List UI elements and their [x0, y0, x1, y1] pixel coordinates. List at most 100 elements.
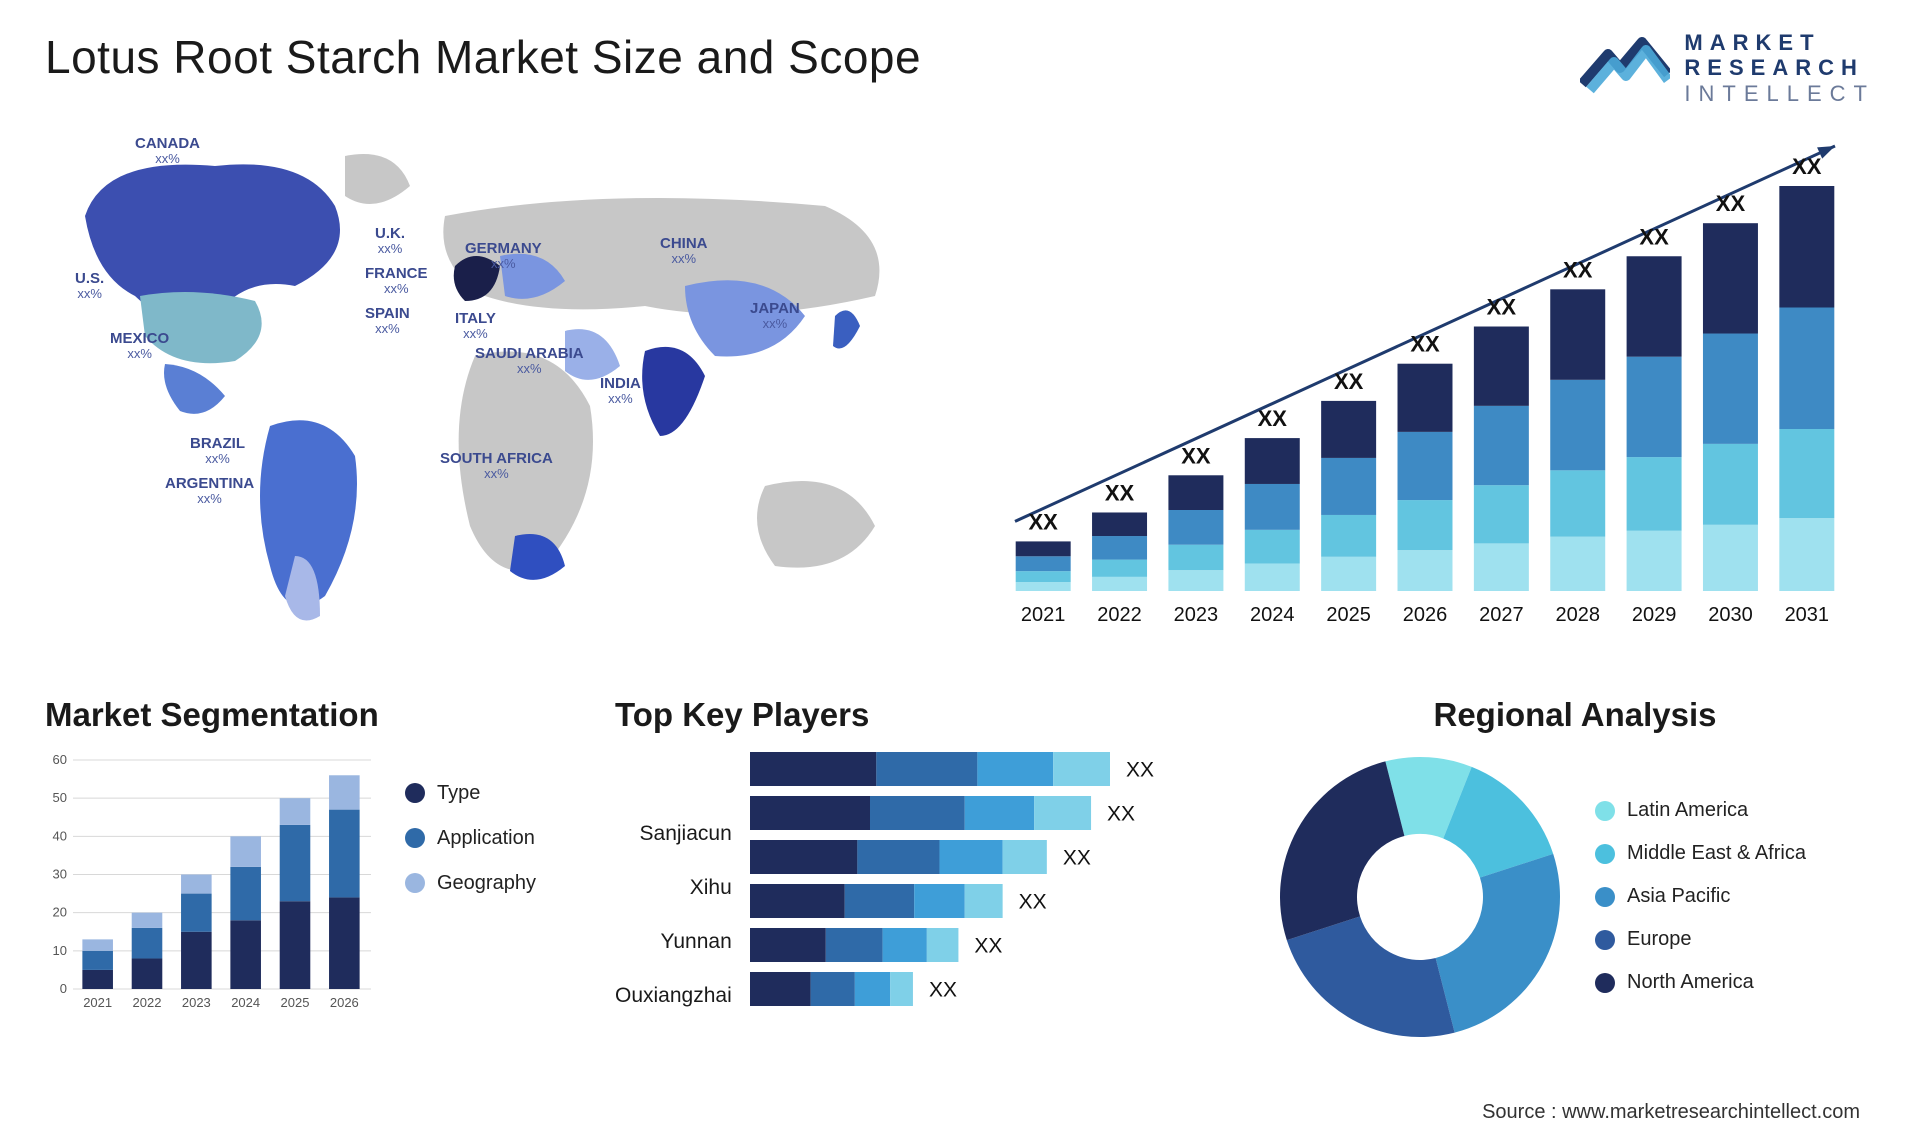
segmentation-legend: Type Application Geography	[405, 752, 536, 1017]
source-attribution: Source : www.marketresearchintellect.com	[1482, 1101, 1860, 1124]
segmentation-title: Market Segmentation	[45, 696, 565, 734]
map-label: SOUTH AFRICAxx%	[440, 451, 553, 482]
player-name: Xihu	[615, 866, 732, 910]
player-name: Sanjiacun	[615, 812, 732, 856]
svg-text:XX: XX	[974, 934, 1002, 957]
map-label: JAPANxx%	[750, 301, 800, 332]
player-name: Yunnan	[615, 920, 732, 964]
legend-item: Latin America	[1595, 799, 1806, 822]
svg-text:60: 60	[53, 752, 67, 767]
player-name: Ouxiangzhai	[615, 974, 732, 1018]
legend-label: Type	[437, 782, 480, 805]
svg-text:XX: XX	[1563, 257, 1593, 282]
regional-title: Regional Analysis	[1275, 696, 1875, 734]
map-label: ARGENTINAxx%	[165, 476, 254, 507]
logo-line3: INTELLECT	[1684, 81, 1875, 106]
legend-dot	[405, 783, 425, 803]
legend-item: Middle East & Africa	[1595, 842, 1806, 865]
legend-label: Europe	[1627, 928, 1692, 951]
growth-chart-panel: XX 2021 XX 2022 XX 2023 XX 2024 XX 2025 XX 2026 XX 20…	[985, 126, 1875, 646]
map-label: ITALYxx%	[455, 311, 496, 342]
svg-text:XX: XX	[1792, 154, 1822, 179]
legend-dot	[405, 828, 425, 848]
svg-text:XX: XX	[1018, 890, 1046, 913]
world-map-panel: CANADAxx% U.S.xx%MEXICOxx% BRAZILxx% ARGENT…	[45, 126, 945, 646]
legend-dot	[1595, 973, 1615, 993]
map-label: GERMANYxx%	[465, 241, 542, 272]
svg-text:2029: 2029	[1632, 604, 1677, 626]
svg-text:2027: 2027	[1479, 604, 1524, 626]
legend-label: North America	[1627, 971, 1754, 994]
players-panel: Top Key Players Sanjiacun Xihu Yunnan Ouxia…	[615, 696, 1225, 1042]
legend-label: Latin America	[1627, 799, 1748, 822]
legend-dot	[1595, 844, 1615, 864]
map-label: SAUDI ARABIAxx%	[475, 346, 584, 377]
legend-item: North America	[1595, 971, 1806, 994]
legend-dot	[405, 873, 425, 893]
page-title: Lotus Root Starch Market Size and Scope	[45, 30, 921, 84]
svg-text:2021: 2021	[1021, 604, 1065, 626]
regional-donut	[1275, 752, 1565, 1042]
map-label: SPAINxx%	[365, 306, 410, 337]
svg-text:2024: 2024	[1250, 604, 1295, 626]
map-label: CHINAxx%	[660, 236, 708, 267]
svg-text:2024: 2024	[231, 995, 260, 1010]
map-label: CANADAxx%	[135, 136, 200, 167]
svg-text:2026: 2026	[330, 995, 359, 1010]
logo-icon	[1580, 36, 1670, 100]
map-label: U.K.xx%	[375, 226, 405, 257]
growth-chart: XX 2021 XX 2022 XX 2023 XX 2024 XX 2025 XX 2026 XX 20…	[985, 126, 1865, 646]
legend-item: Type	[405, 782, 536, 805]
svg-text:30: 30	[53, 866, 67, 881]
svg-text:XX: XX	[1487, 294, 1517, 319]
svg-text:20: 20	[53, 905, 67, 920]
svg-text:0: 0	[60, 981, 67, 996]
legend-item: Application	[405, 827, 536, 850]
svg-text:2023: 2023	[182, 995, 211, 1010]
legend-dot	[1595, 930, 1615, 950]
map-label: MEXICOxx%	[110, 331, 169, 362]
legend-item: Asia Pacific	[1595, 885, 1806, 908]
svg-text:2025: 2025	[1326, 604, 1371, 626]
regional-panel: Regional Analysis Latin America Middle Ea…	[1275, 696, 1875, 1042]
svg-text:2025: 2025	[281, 995, 310, 1010]
svg-text:2026: 2026	[1403, 604, 1448, 626]
svg-text:2023: 2023	[1174, 604, 1219, 626]
map-label: FRANCExx%	[365, 266, 428, 297]
world-map	[45, 126, 945, 646]
players-chart: XXXXXXXXXXXX	[750, 752, 1190, 1027]
svg-text:XX: XX	[1107, 802, 1135, 825]
svg-text:2028: 2028	[1555, 604, 1600, 626]
svg-text:XX: XX	[1063, 846, 1091, 869]
legend-item: Geography	[405, 872, 536, 895]
legend-label: Geography	[437, 872, 536, 895]
svg-text:XX: XX	[1105, 480, 1135, 505]
segmentation-chart: 0102030405060202120222023202420252026	[45, 752, 375, 1017]
map-label: U.S.xx%	[75, 271, 104, 302]
svg-text:2022: 2022	[133, 995, 162, 1010]
svg-text:XX: XX	[1716, 191, 1746, 216]
svg-text:2021: 2021	[83, 995, 112, 1010]
svg-text:40: 40	[53, 828, 67, 843]
players-title: Top Key Players	[615, 696, 1225, 734]
svg-text:XX: XX	[1029, 509, 1059, 534]
svg-text:2030: 2030	[1708, 604, 1753, 626]
legend-label: Middle East & Africa	[1627, 842, 1806, 865]
svg-text:XX: XX	[1181, 443, 1211, 468]
svg-text:XX: XX	[1258, 406, 1288, 431]
legend-dot	[1595, 801, 1615, 821]
svg-text:XX: XX	[1639, 224, 1669, 249]
regional-legend: Latin America Middle East & Africa Asia Pa…	[1595, 799, 1806, 994]
legend-item: Europe	[1595, 928, 1806, 951]
logo-line1: MARKET	[1684, 30, 1875, 55]
legend-label: Asia Pacific	[1627, 885, 1730, 908]
legend-dot	[1595, 887, 1615, 907]
legend-label: Application	[437, 827, 535, 850]
map-label: BRAZILxx%	[190, 436, 245, 467]
svg-text:2022: 2022	[1097, 604, 1142, 626]
svg-text:XX: XX	[1334, 369, 1364, 394]
svg-text:50: 50	[53, 790, 67, 805]
segmentation-panel: Market Segmentation 01020304050602021202…	[45, 696, 565, 1042]
players-names: Sanjiacun Xihu Yunnan Ouxiangzhai	[615, 752, 732, 1022]
svg-text:XX: XX	[929, 978, 957, 1001]
